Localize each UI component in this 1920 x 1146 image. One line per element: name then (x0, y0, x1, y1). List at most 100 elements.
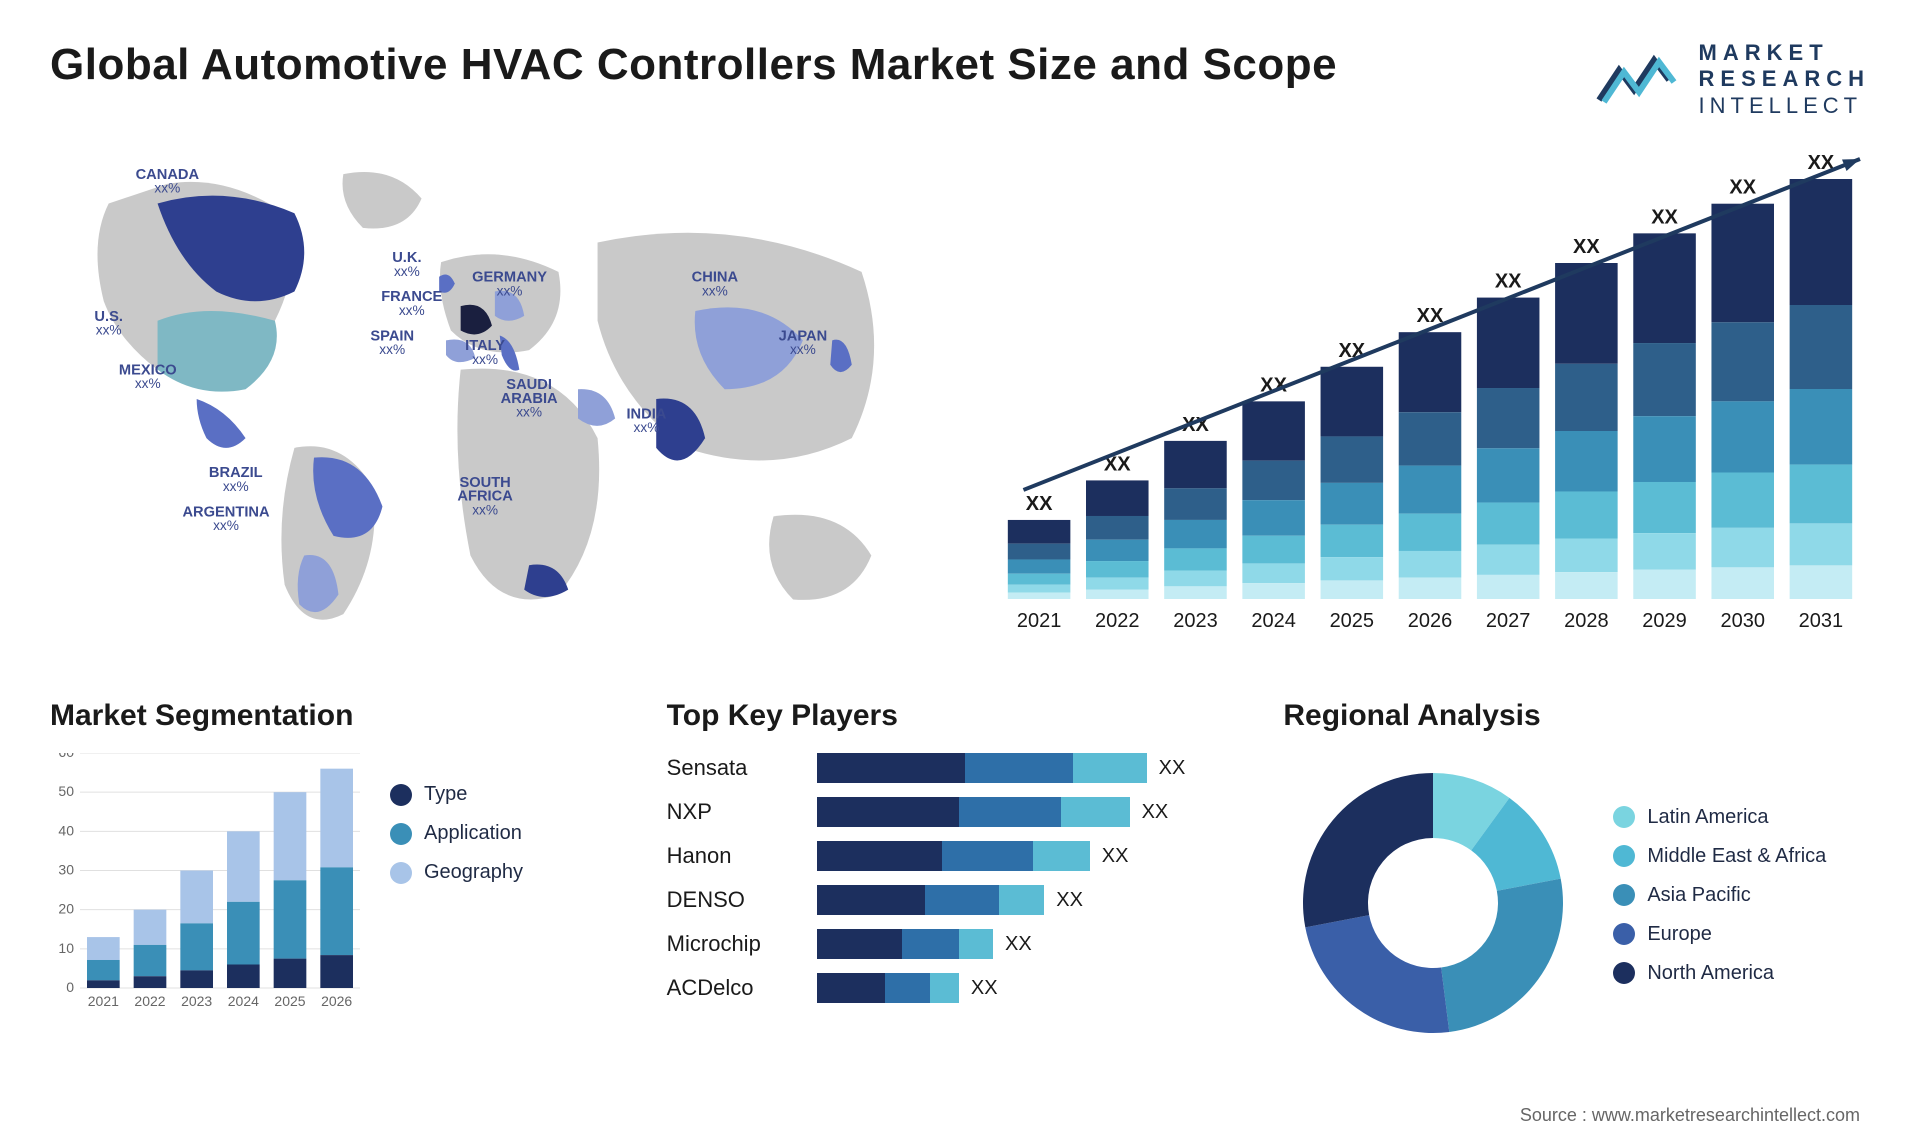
bar-year-label: 2028 (1564, 610, 1609, 632)
bar-year-label: 2025 (1330, 610, 1375, 632)
seg-ytick: 20 (58, 901, 74, 917)
seg-ytick: 60 (58, 753, 74, 760)
bar-year-label: 2023 (1173, 610, 1218, 632)
segmentation-title: Market Segmentation (50, 699, 637, 733)
map-country-pct: xx% (472, 352, 498, 367)
seg-ytick: 50 (58, 783, 74, 799)
source-text: Source : www.marketresearchintellect.com (1520, 1105, 1860, 1126)
seg-ytick: 10 (58, 940, 74, 956)
bar-year-label: 2029 (1642, 610, 1687, 632)
legend-label: Middle East & Africa (1647, 845, 1826, 868)
legend-swatch (1613, 962, 1635, 984)
player-name: DENSO (667, 887, 807, 913)
seg-ytick: 30 (58, 862, 74, 878)
seg-year-label: 2026 (321, 993, 352, 1009)
regional-legend: Latin America Middle East & Africa Asia Pa… (1613, 806, 1826, 1001)
map-country-pct: xx% (790, 342, 816, 357)
logo-text-2: RESEARCH (1699, 66, 1870, 92)
legend-label: North America (1647, 962, 1774, 985)
players-chart: SensataXXNXPXXHanonXXDENSOXXMicrochipXXA… (667, 753, 1254, 1003)
regional-title: Regional Analysis (1283, 699, 1870, 733)
bar-year-label: 2027 (1486, 610, 1531, 632)
player-bar-segment (817, 929, 902, 959)
bar-year-label: 2026 (1408, 610, 1453, 632)
player-bar (817, 929, 993, 959)
player-name: Sensata (667, 755, 807, 781)
legend-label: Type (424, 783, 467, 806)
player-bar (817, 797, 1130, 827)
logo-icon (1594, 50, 1684, 110)
map-country-pct: xx% (497, 284, 523, 299)
player-name: Microchip (667, 931, 807, 957)
player-name: NXP (667, 799, 807, 825)
map-country-pct: xx% (379, 342, 405, 357)
bar-value-label: XX (1573, 236, 1600, 258)
players-panel: Top Key Players SensataXXNXPXXHanonXXDEN… (667, 699, 1254, 1053)
player-name: Hanon (667, 843, 807, 869)
legend-label: Asia Pacific (1647, 884, 1750, 907)
players-title: Top Key Players (667, 699, 1254, 733)
seg-ytick: 40 (58, 823, 74, 839)
player-row: DENSO XX (667, 885, 1254, 915)
player-bar-wrap: XX (817, 753, 1254, 783)
segmentation-legend: TypeApplicationGeography (390, 753, 523, 1033)
player-bar-segment (817, 841, 942, 871)
player-value: XX (1056, 889, 1083, 912)
bar-year-label: 2021 (1017, 610, 1062, 632)
map-country-pct: xx% (399, 303, 425, 318)
regional-legend-item: North America (1613, 962, 1826, 985)
seg-year-label: 2024 (228, 993, 259, 1009)
bar-value-label: XX (1026, 493, 1053, 515)
player-bar-segment (1033, 841, 1090, 871)
bar-year-label: 2030 (1720, 610, 1765, 632)
player-bar-wrap: XX (817, 929, 1254, 959)
seg-legend-item: Application (390, 822, 523, 845)
brand-logo: MARKET RESEARCH INTELLECT (1594, 40, 1870, 119)
seg-legend-item: Type (390, 783, 523, 806)
map-country-pct: xx% (634, 420, 660, 435)
player-value: XX (971, 977, 998, 1000)
seg-year-label: 2021 (88, 993, 119, 1009)
map-country-pct: xx% (213, 518, 239, 533)
regional-legend-item: Asia Pacific (1613, 884, 1826, 907)
bar-year-label: 2024 (1251, 610, 1296, 632)
player-bar (817, 885, 1045, 915)
map-country-pct: xx% (135, 376, 161, 391)
regional-legend-item: Latin America (1613, 806, 1826, 829)
player-bar (817, 753, 1147, 783)
player-bar-wrap: XX (817, 973, 1254, 1003)
legend-swatch (390, 784, 412, 806)
map-country-pct: xx% (96, 323, 122, 338)
player-bar-segment (942, 841, 1033, 871)
player-bar-segment (999, 885, 1045, 915)
legend-swatch (390, 823, 412, 845)
world-map: CANADAxx%U.S.xx%MEXICOxx%BRAZILxx%ARGENT… (50, 139, 930, 659)
player-bar-segment (1073, 753, 1147, 783)
player-value: XX (1005, 933, 1032, 956)
player-bar-wrap: XX (817, 885, 1254, 915)
map-country-pct: xx% (702, 284, 728, 299)
regional-legend-item: Europe (1613, 923, 1826, 946)
legend-label: Application (424, 822, 522, 845)
segmentation-chart: 0102030405060202120222023202420252026 (50, 753, 370, 1033)
player-bar-segment (925, 885, 999, 915)
player-value: XX (1142, 801, 1169, 824)
map-country-pct: xx% (154, 181, 180, 196)
player-value: XX (1102, 845, 1129, 868)
bar-year-label: 2031 (1799, 610, 1844, 632)
player-row: Sensata XX (667, 753, 1254, 783)
regional-panel: Regional Analysis Latin America Middle Ea… (1283, 699, 1870, 1053)
regional-donut (1283, 753, 1583, 1053)
main-forecast-chart: XX2021XX2022XX2023XX2024XX2025XX2026XX20… (990, 139, 1870, 659)
player-bar-wrap: XX (817, 841, 1254, 871)
legend-swatch (1613, 923, 1635, 945)
main-chart-svg: XX2021XX2022XX2023XX2024XX2025XX2026XX20… (990, 139, 1870, 659)
player-bar-segment (885, 973, 931, 1003)
bar-value-label: XX (1729, 177, 1756, 199)
seg-year-label: 2025 (274, 993, 305, 1009)
player-row: NXP XX (667, 797, 1254, 827)
player-bar-segment (959, 797, 1061, 827)
map-country-pct: xx% (394, 264, 420, 279)
player-bar-segment (817, 797, 959, 827)
bar-year-label: 2022 (1095, 610, 1140, 632)
